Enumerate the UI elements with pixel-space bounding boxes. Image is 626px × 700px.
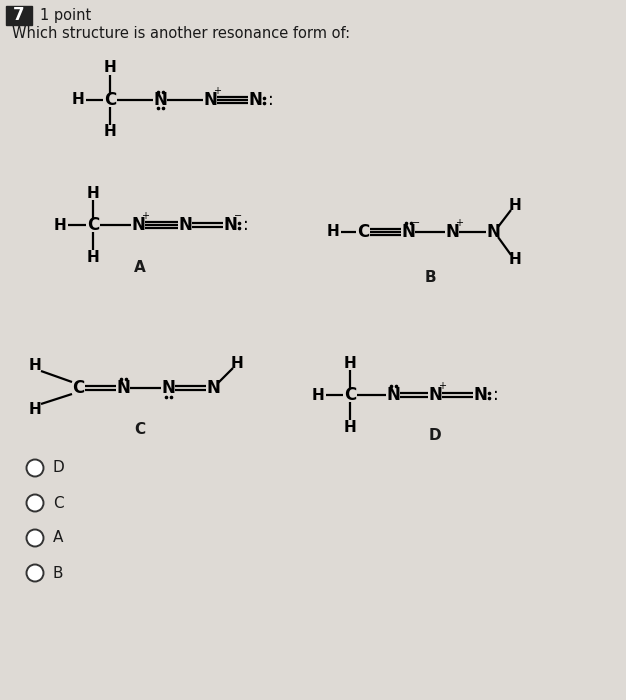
Text: H: H — [508, 253, 521, 267]
Text: C: C — [344, 386, 356, 404]
Text: C: C — [104, 91, 116, 109]
Text: D: D — [429, 428, 441, 442]
Text: +: + — [455, 218, 463, 228]
Text: H: H — [344, 356, 356, 370]
Text: 7: 7 — [13, 6, 25, 25]
Text: H: H — [230, 356, 244, 370]
Text: N: N — [203, 91, 217, 109]
Text: :: : — [243, 216, 249, 234]
Circle shape — [26, 529, 43, 547]
Text: N: N — [161, 379, 175, 397]
Text: N: N — [153, 91, 167, 109]
Text: N: N — [131, 216, 145, 234]
Text: H: H — [104, 60, 116, 76]
Text: :: : — [268, 91, 274, 109]
Text: H: H — [71, 92, 85, 108]
Text: A: A — [134, 260, 146, 276]
Text: H: H — [54, 218, 66, 232]
Text: H: H — [29, 358, 41, 372]
Text: +: + — [213, 86, 221, 96]
Text: H: H — [327, 225, 339, 239]
Circle shape — [26, 564, 43, 582]
Text: H: H — [86, 186, 100, 200]
Text: H: H — [104, 125, 116, 139]
Text: H: H — [508, 197, 521, 213]
Text: N: N — [248, 91, 262, 109]
Text: H: H — [29, 402, 41, 417]
Text: N: N — [473, 386, 487, 404]
Text: −: − — [412, 218, 420, 228]
Text: C: C — [53, 496, 64, 510]
Text: D: D — [53, 461, 64, 475]
Text: C: C — [357, 223, 369, 241]
Text: N: N — [401, 223, 415, 241]
Text: +: + — [141, 211, 149, 221]
Text: Which structure is another resonance form of:: Which structure is another resonance for… — [12, 27, 350, 41]
Text: C: C — [135, 423, 146, 438]
Text: N: N — [428, 386, 442, 404]
Text: C: C — [87, 216, 99, 234]
Circle shape — [26, 494, 43, 512]
Text: H: H — [344, 419, 356, 435]
Text: :: : — [493, 386, 499, 404]
Text: N: N — [486, 223, 500, 241]
Text: N: N — [178, 216, 192, 234]
Circle shape — [26, 459, 43, 477]
Text: N: N — [386, 386, 400, 404]
Text: H: H — [312, 388, 324, 402]
Text: A: A — [53, 531, 63, 545]
Text: −: − — [234, 211, 242, 221]
Text: N: N — [116, 379, 130, 397]
Text: H: H — [86, 249, 100, 265]
Text: 1 point: 1 point — [40, 8, 91, 23]
Text: N: N — [445, 223, 459, 241]
Text: B: B — [424, 270, 436, 286]
Text: +: + — [438, 381, 446, 391]
Text: N: N — [206, 379, 220, 397]
Text: B: B — [53, 566, 63, 580]
FancyBboxPatch shape — [6, 6, 32, 25]
Text: C: C — [72, 379, 84, 397]
Text: N: N — [223, 216, 237, 234]
